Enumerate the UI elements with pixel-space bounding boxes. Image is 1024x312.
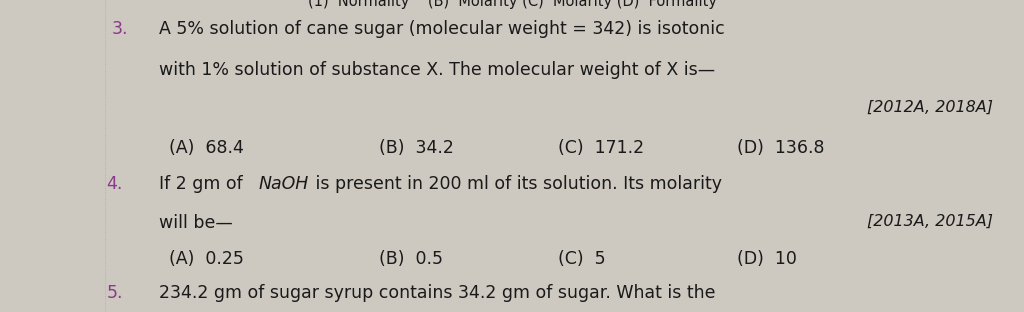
Text: with 1% solution of substance X. The molecular weight of X is—: with 1% solution of substance X. The mol…: [159, 61, 715, 79]
Text: (B)  34.2: (B) 34.2: [379, 139, 454, 157]
Text: (C)  5: (C) 5: [558, 250, 606, 268]
Text: (1)  Normality    (B)  Molarity (C)  Molarity (D)  Formality: (1) Normality (B) Molarity (C) Molarity …: [307, 0, 717, 9]
Text: If 2 gm of: If 2 gm of: [159, 175, 248, 193]
Text: (C)  171.2: (C) 171.2: [558, 139, 644, 157]
Text: NaOH: NaOH: [258, 175, 308, 193]
Text: will be—: will be—: [159, 214, 232, 232]
Text: (B)  0.5: (B) 0.5: [379, 250, 442, 268]
Text: A 5% solution of cane sugar (molecular weight = 342) is isotonic: A 5% solution of cane sugar (molecular w…: [159, 20, 724, 38]
Text: (A)  68.4: (A) 68.4: [169, 139, 244, 157]
Text: [2012A, 2018A]: [2012A, 2018A]: [867, 100, 993, 115]
Text: 3.: 3.: [112, 20, 128, 38]
Text: (D)  10: (D) 10: [737, 250, 797, 268]
Text: 5.: 5.: [106, 284, 123, 302]
Text: 234.2 gm of sugar syrup contains 34.2 gm of sugar. What is the: 234.2 gm of sugar syrup contains 34.2 gm…: [159, 284, 715, 302]
Text: (A)  0.25: (A) 0.25: [169, 250, 244, 268]
Text: [2013A, 2015A]: [2013A, 2015A]: [867, 214, 993, 229]
Text: is present in 200 ml of its solution. Its molarity: is present in 200 ml of its solution. It…: [310, 175, 722, 193]
Text: (D)  136.8: (D) 136.8: [737, 139, 824, 157]
Text: 4.: 4.: [106, 175, 123, 193]
